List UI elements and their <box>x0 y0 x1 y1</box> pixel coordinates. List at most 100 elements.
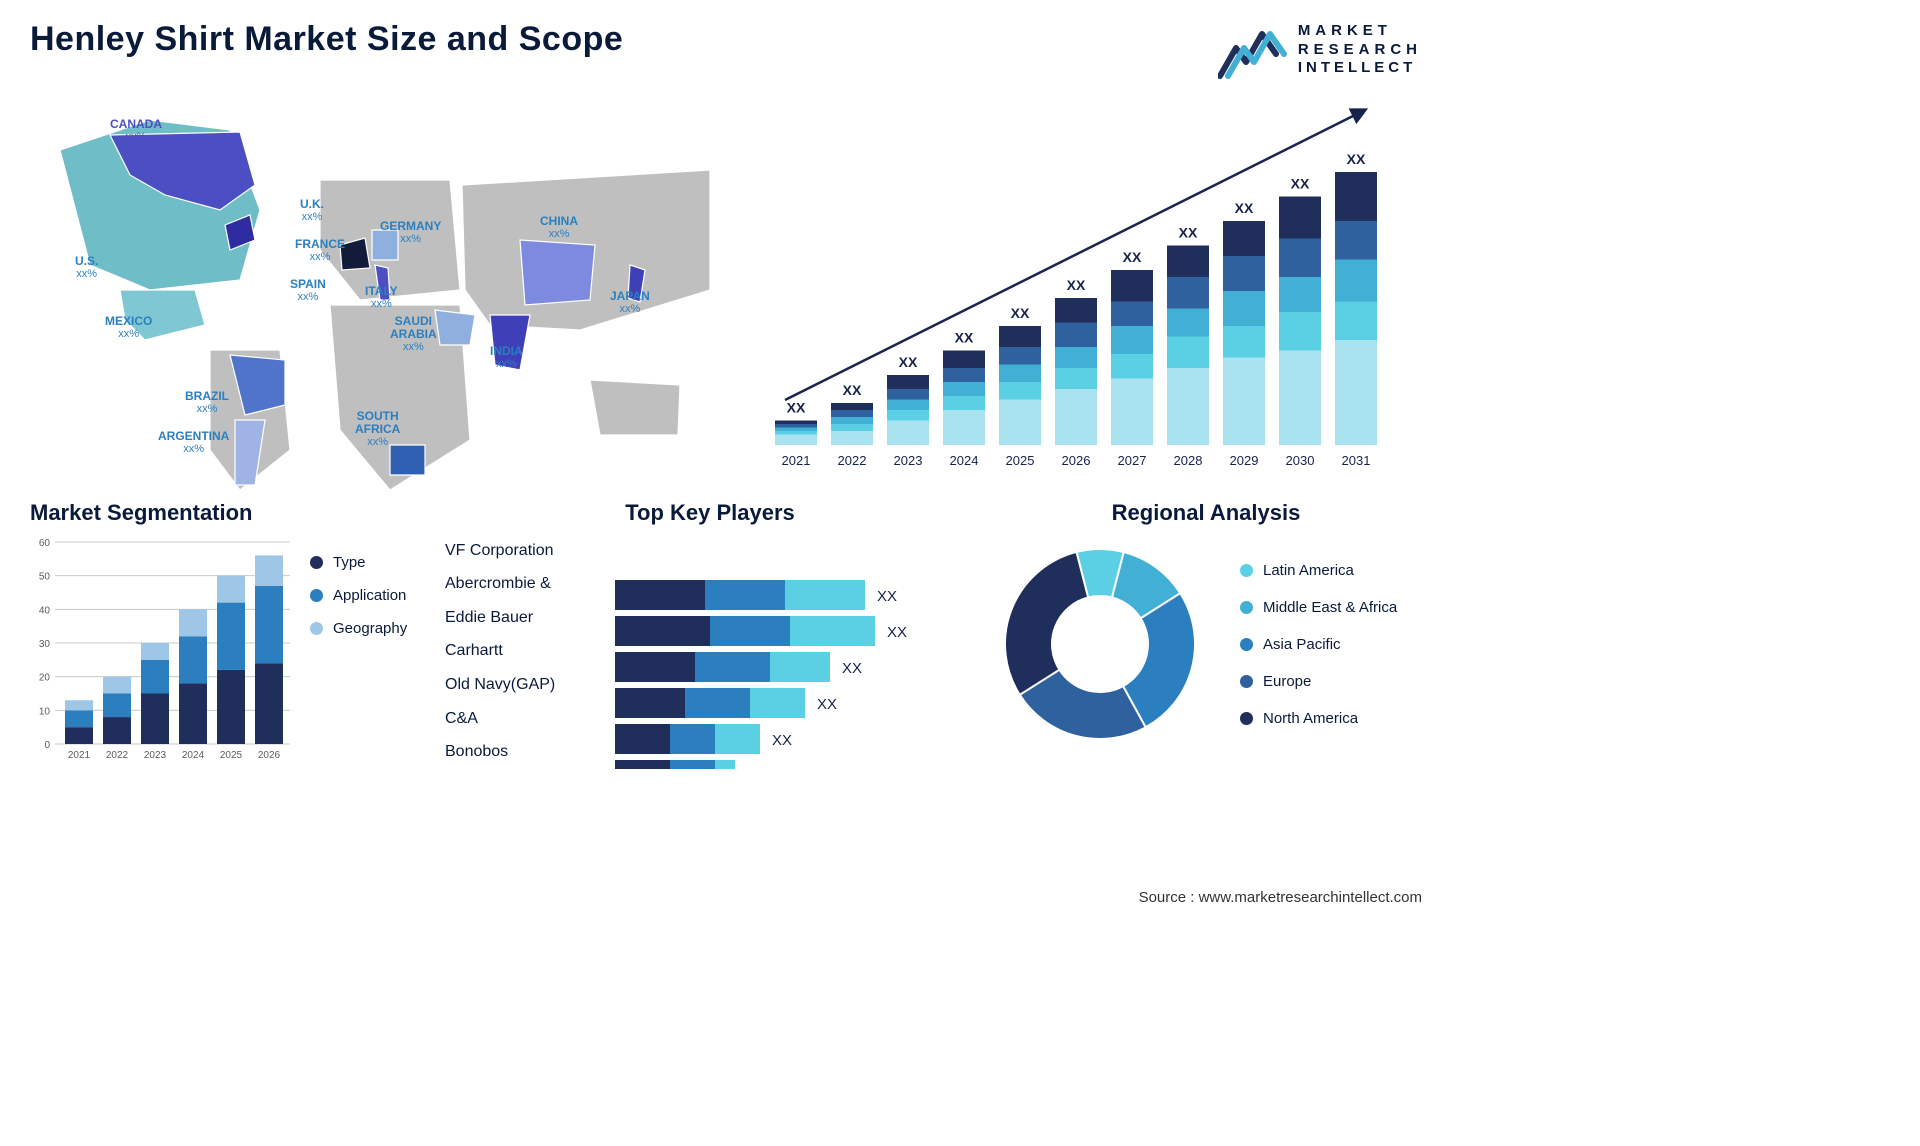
growth-bar-segment <box>831 410 873 417</box>
growth-bar-segment <box>1167 277 1209 309</box>
map-region-safric <box>390 445 425 475</box>
segmentation-panel: Market Segmentation 01020304050602021202… <box>30 500 430 769</box>
regional-panel: Regional Analysis Latin America Middle Ea… <box>990 500 1422 769</box>
player-name: Abercrombie & <box>445 575 607 593</box>
player-value-label: XX <box>887 624 907 641</box>
player-name: Eddie Bauer <box>445 609 607 627</box>
growth-bar-segment <box>1055 323 1097 348</box>
growth-bar-segment <box>1223 291 1265 326</box>
segmentation-title: Market Segmentation <box>30 500 430 526</box>
growth-bar-segment <box>887 389 929 400</box>
player-bar-segment <box>615 688 685 718</box>
growth-year-label: 2021 <box>782 453 811 468</box>
growth-bar-segment <box>831 403 873 410</box>
player-bar-segment <box>715 724 760 754</box>
regional-title: Regional Analysis <box>990 500 1422 526</box>
map-label: ARGENTINAxx% <box>158 430 229 455</box>
legend-item: Geography <box>310 620 407 637</box>
logo-line1: MARKET <box>1298 22 1422 41</box>
map-label: JAPANxx% <box>610 290 650 315</box>
map-label: U.K.xx% <box>300 198 324 223</box>
growth-year-label: 2024 <box>950 453 979 468</box>
logo-line3: INTELLECT <box>1298 59 1422 78</box>
player-value-label: XX <box>842 660 862 677</box>
growth-bar-segment <box>1167 309 1209 337</box>
growth-bar-segment <box>943 382 985 396</box>
seg-x-label: 2021 <box>68 750 91 761</box>
growth-value-label: XX <box>1011 305 1030 321</box>
player-value-label: XX <box>877 588 897 605</box>
player-name: Old Navy(GAP) <box>445 676 607 694</box>
growth-bar-segment <box>1279 351 1321 446</box>
seg-y-tick: 10 <box>39 706 51 717</box>
growth-bar-segment <box>1055 368 1097 389</box>
map-region-saudi <box>435 310 475 345</box>
growth-bar-segment <box>831 417 873 424</box>
map-label: CANADAxx% <box>110 118 162 143</box>
seg-x-label: 2023 <box>144 750 167 761</box>
growth-bar-segment <box>1223 326 1265 358</box>
growth-year-label: 2023 <box>894 453 923 468</box>
regional-donut <box>990 534 1210 754</box>
player-bar-segment <box>705 580 785 610</box>
growth-bar-segment <box>999 382 1041 400</box>
seg-x-label: 2022 <box>106 750 129 761</box>
growth-bar-segment <box>943 396 985 410</box>
legend-item: North America <box>1240 710 1397 727</box>
map-region-china <box>520 240 595 305</box>
seg-bar-segment <box>179 683 207 744</box>
growth-bar-segment <box>1335 340 1377 445</box>
map-label: BRAZILxx% <box>185 390 229 415</box>
player-bar-segment <box>785 580 865 610</box>
seg-bar-segment <box>179 636 207 683</box>
seg-bar-segment <box>103 694 131 718</box>
growth-bar-segment <box>943 410 985 445</box>
player-bar-segment <box>790 616 875 646</box>
player-value-label: XX <box>817 696 837 713</box>
page-title: Henley Shirt Market Size and Scope <box>30 20 623 59</box>
player-name: C&A <box>445 710 607 728</box>
player-value-label: XX <box>772 732 792 749</box>
growth-bar-segment <box>1055 347 1097 368</box>
seg-bar-segment <box>65 700 93 710</box>
seg-y-tick: 30 <box>39 639 51 650</box>
growth-bar-segment <box>1111 354 1153 379</box>
key-players-labels: VF Corporation Abercrombie & Eddie Bauer Ca… <box>445 534 615 769</box>
growth-year-label: 2025 <box>1006 453 1035 468</box>
growth-bar-segment <box>943 368 985 382</box>
player-name: VF Corporation <box>445 542 607 560</box>
seg-bar-segment <box>141 660 169 694</box>
logo-line2: RESEARCH <box>1298 41 1422 60</box>
player-bar-segment <box>710 616 790 646</box>
player-bar-segment <box>685 688 750 718</box>
growth-value-label: XX <box>787 400 806 416</box>
growth-value-label: XX <box>1291 176 1310 192</box>
key-players-panel: Top Key Players VF CorporationAbercrombi… <box>445 500 975 769</box>
growth-bar-segment <box>1335 221 1377 260</box>
growth-bar-segment <box>1335 302 1377 341</box>
legend-item: Middle East & Africa <box>1240 599 1397 616</box>
growth-bar-segment <box>1279 239 1321 278</box>
seg-x-label: 2024 <box>182 750 205 761</box>
map-label: SPAINxx% <box>290 278 326 303</box>
map-region-aus <box>590 380 680 435</box>
player-bar-segment <box>615 652 695 682</box>
map-label: SOUTHAFRICAxx% <box>355 410 400 448</box>
player-bar-segment <box>715 760 735 769</box>
growth-value-label: XX <box>899 354 918 370</box>
seg-bar-segment <box>141 694 169 745</box>
growth-chart: 2021XX2022XX2023XX2024XX2025XX2026XX2027… <box>755 90 1422 490</box>
map-label: INDIAxx% <box>490 345 523 370</box>
player-bar-segment <box>615 760 670 769</box>
seg-bar-segment <box>255 586 283 663</box>
key-players-chart: XXXXXXXXXXXX <box>615 534 965 769</box>
regional-legend: Latin AmericaMiddle East & AfricaAsia Pa… <box>1240 562 1397 727</box>
legend-item: Latin America <box>1240 562 1397 579</box>
growth-year-label: 2031 <box>1342 453 1371 468</box>
growth-bar-segment <box>887 421 929 446</box>
growth-bar-segment <box>1111 270 1153 302</box>
growth-bar-segment <box>1279 277 1321 312</box>
player-name: Carhartt <box>445 642 607 660</box>
map-label: SAUDIARABIAxx% <box>390 315 437 353</box>
growth-year-label: 2029 <box>1230 453 1259 468</box>
